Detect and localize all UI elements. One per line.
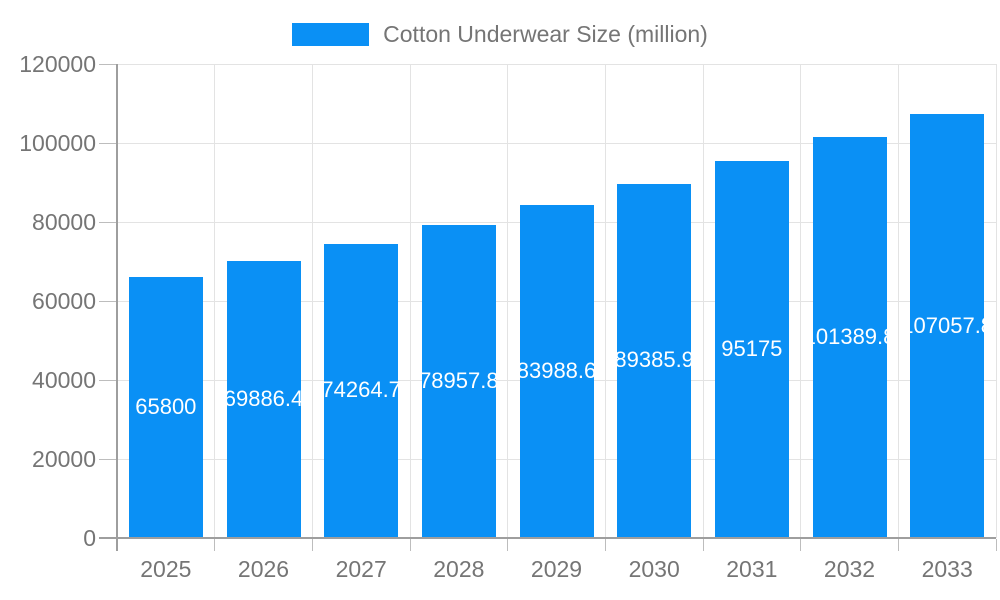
y-axis-line <box>116 64 118 551</box>
x-axis-tick <box>311 539 313 551</box>
gridline-vertical <box>409 64 411 538</box>
bar-value-label: 95175 <box>721 336 783 362</box>
bar-value-label: 78957.8 <box>421 368 496 394</box>
gridline-vertical <box>702 64 704 538</box>
bar[interactable]: 69886.4 <box>226 260 301 537</box>
x-tick-label: 2025 <box>140 556 192 582</box>
y-tick-label: 0 <box>83 525 96 551</box>
y-tick-label: 60000 <box>32 288 96 314</box>
y-axis-tick <box>99 300 117 302</box>
x-tick-label: 2030 <box>628 556 680 582</box>
bar[interactable]: 65800 <box>128 277 203 537</box>
y-axis-tick <box>99 63 117 65</box>
bar-value-label: 74264.7 <box>324 377 399 403</box>
bar-value-label: 83988.6 <box>519 358 594 384</box>
legend-swatch <box>292 22 370 46</box>
y-tick-label: 100000 <box>19 130 96 156</box>
plot-area: 0 20000 40000 60000 80000 100000 120000 65800 20… <box>19 51 997 582</box>
gridline-vertical <box>995 64 997 538</box>
bar[interactable]: 89385.9 <box>617 183 692 537</box>
bar[interactable]: 78957.8 <box>421 225 496 537</box>
bar[interactable]: 74264.7 <box>324 243 399 537</box>
x-axis-tick <box>409 539 411 551</box>
bar[interactable]: 95175 <box>714 161 789 537</box>
y-axis-tick <box>99 379 117 381</box>
x-axis-tick <box>507 539 509 551</box>
x-tick-label: 2032 <box>823 556 876 582</box>
y-axis-tick <box>99 458 117 460</box>
y-axis-tick <box>99 221 117 223</box>
x-tick-label: 2027 <box>335 556 387 582</box>
gridline-vertical <box>800 64 802 538</box>
y-tick-label: 120000 <box>19 51 96 77</box>
x-tick-label: 2031 <box>726 556 778 582</box>
gridline-vertical <box>507 64 509 538</box>
x-axis-tick <box>995 539 997 551</box>
gridline-horizontal <box>117 142 996 144</box>
x-axis-tick <box>800 539 802 551</box>
x-axis-tick <box>214 539 216 551</box>
x-axis-line <box>99 537 996 539</box>
y-axis-tick <box>99 142 117 144</box>
bar-value-label: 107057.8 <box>910 312 984 338</box>
bar[interactable]: 83988.6 <box>519 205 594 537</box>
x-tick-label: 2026 <box>237 556 290 582</box>
y-tick-label: 80000 <box>32 209 96 235</box>
gridline-horizontal <box>117 63 996 65</box>
x-axis-tick <box>702 539 704 551</box>
bar[interactable]: 107057.8 <box>910 114 985 537</box>
legend[interactable]: Cotton Underwear Size (million) <box>0 21 1000 47</box>
legend-label: Cotton Underwear Size (million) <box>383 20 708 47</box>
bar-value-label: 65800 <box>135 394 197 420</box>
x-axis-tick <box>897 539 899 551</box>
x-axis-tick <box>604 539 606 551</box>
gridline-vertical <box>604 64 606 538</box>
x-tick-label: 2029 <box>530 556 583 582</box>
bar-value-label: 89385.9 <box>617 347 692 373</box>
y-tick-label: 20000 <box>32 446 96 472</box>
bar-value-label: 69886.4 <box>226 385 301 411</box>
gridline-vertical <box>214 64 216 538</box>
gridline-vertical <box>311 64 313 538</box>
y-tick-label: 40000 <box>32 367 96 393</box>
gridline-vertical <box>897 64 899 538</box>
x-tick-label: 2033 <box>921 556 973 582</box>
x-tick-label: 2028 <box>433 556 485 582</box>
